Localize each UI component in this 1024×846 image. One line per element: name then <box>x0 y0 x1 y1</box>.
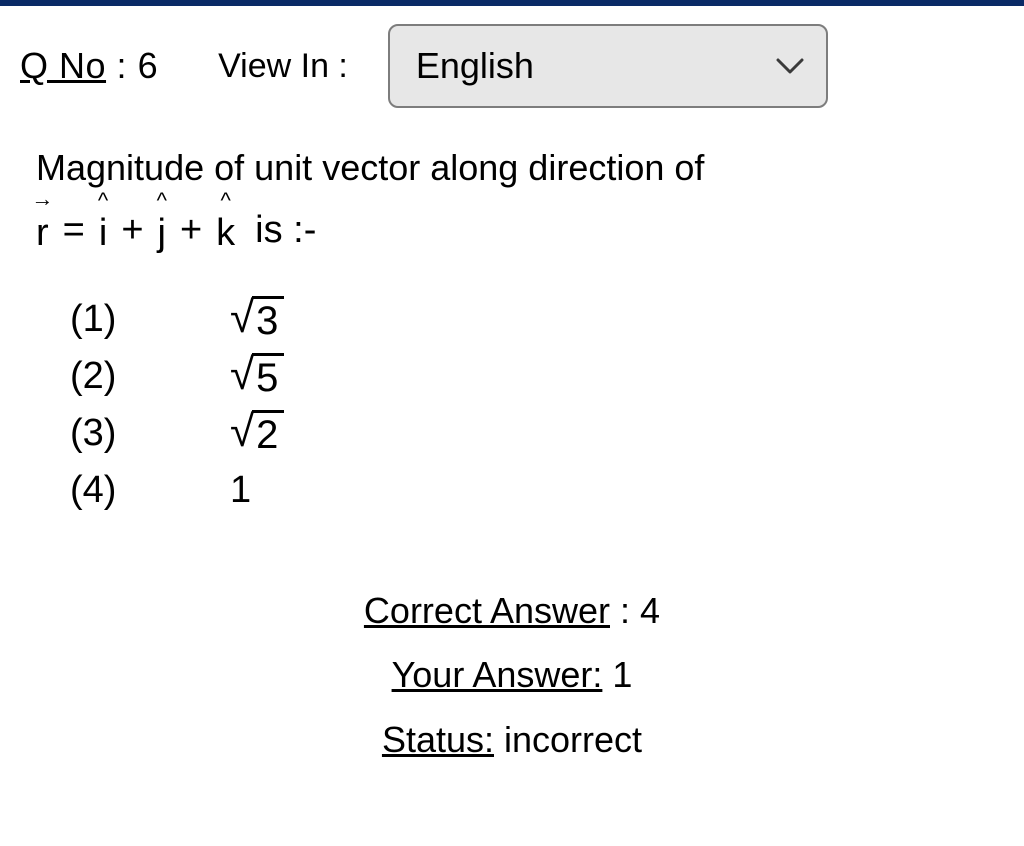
equals-sign: = <box>63 201 85 260</box>
plus-2: + <box>180 201 202 260</box>
vector-r-letter: r <box>36 212 49 254</box>
hat-icon: ^ <box>221 190 231 212</box>
sqrt-expr: √ 5 <box>230 353 284 400</box>
question-tail: is :- <box>255 201 316 260</box>
hat-icon: ^ <box>157 190 167 212</box>
language-select[interactable]: English <box>388 24 828 108</box>
options-list: (1) √ 3 (2) √ 5 (3) √ 2 (4) 1 <box>0 263 1024 519</box>
vector-r: → r <box>36 198 49 263</box>
your-answer-label: Your Answer: <box>392 654 603 695</box>
your-answer-row: Your Answer: 1 <box>0 643 1024 708</box>
question-number: Q No : 6 <box>20 45 158 87</box>
unit-j: ^ j <box>158 198 166 263</box>
radicand: 2 <box>252 410 284 457</box>
option-2[interactable]: (2) √ 5 <box>70 348 1024 405</box>
option-number: (2) <box>70 348 140 405</box>
status-label: Status: <box>382 719 494 760</box>
question-equation: → r = ^ i + ^ j + ^ k is :- <box>36 198 994 263</box>
option-3[interactable]: (3) √ 2 <box>70 405 1024 462</box>
unit-i-letter: i <box>99 212 107 254</box>
radical-icon: √ <box>230 353 254 397</box>
plus-1: + <box>121 201 143 260</box>
qno-colon: : <box>117 45 138 86</box>
your-answer-value: 1 <box>612 654 632 695</box>
sqrt-expr: √ 2 <box>230 410 284 457</box>
colon: : <box>620 590 640 631</box>
language-selected: English <box>416 45 534 87</box>
qno-label: Q No <box>20 45 106 86</box>
qno-value: 6 <box>138 45 159 86</box>
view-in-label: View In : <box>218 47 348 86</box>
radicand: 3 <box>252 296 284 343</box>
sqrt-expr: √ 3 <box>230 296 284 343</box>
unit-i: ^ i <box>99 198 107 263</box>
radical-icon: √ <box>230 410 254 454</box>
option-number: (4) <box>70 462 140 519</box>
status-row: Status: incorrect <box>0 708 1024 773</box>
unit-k: ^ k <box>216 198 235 263</box>
hat-icon: ^ <box>98 190 108 212</box>
correct-answer-value: 4 <box>640 590 660 631</box>
unit-k-letter: k <box>216 212 235 254</box>
vector-arrow-icon: → <box>31 188 53 210</box>
option-1[interactable]: (1) √ 3 <box>70 291 1024 348</box>
view-in-wrap: View In : English <box>218 24 828 108</box>
question-line1: Magnitude of unit vector along direction… <box>36 140 994 196</box>
unit-j-letter: j <box>158 212 166 254</box>
radicand: 5 <box>252 353 284 400</box>
question-header: Q No : 6 View In : English <box>0 6 1024 140</box>
option-value: 1 <box>230 462 251 519</box>
results-block: Correct Answer : 4 Your Answer: 1 Status… <box>0 579 1024 773</box>
chevron-down-icon <box>776 57 804 75</box>
option-4[interactable]: (4) 1 <box>70 462 1024 519</box>
option-number: (3) <box>70 405 140 462</box>
radical-icon: √ <box>230 296 254 340</box>
correct-answer-label: Correct Answer <box>364 590 610 631</box>
status-value: incorrect <box>504 719 642 760</box>
correct-answer-row: Correct Answer : 4 <box>0 579 1024 644</box>
question-text: Magnitude of unit vector along direction… <box>0 140 1024 263</box>
option-number: (1) <box>70 291 140 348</box>
